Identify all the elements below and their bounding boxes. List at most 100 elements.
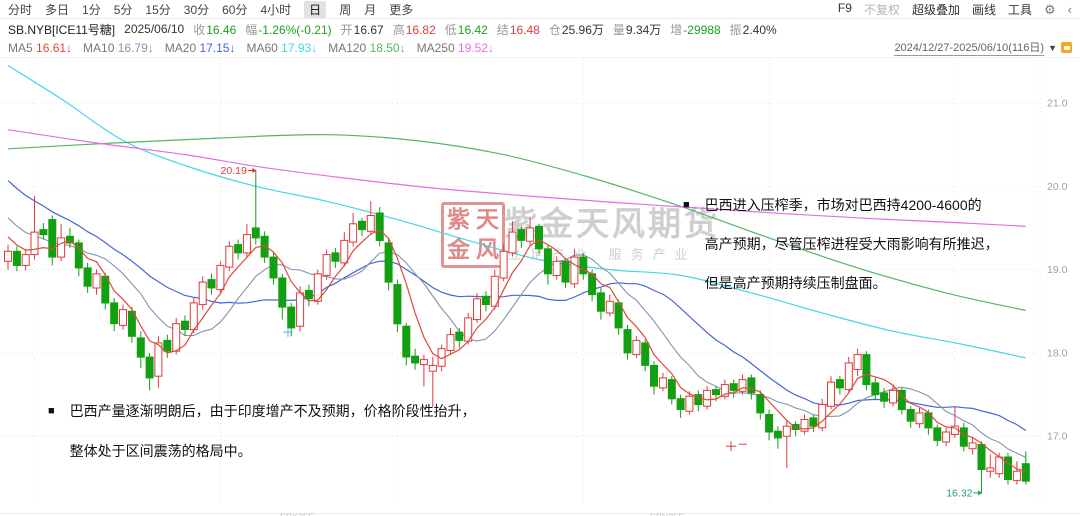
field-label: 低 [444,22,457,37]
candle-body [21,254,30,266]
candle-body [234,244,243,254]
ma-line-MA120 [7,134,1026,311]
tool-画线[interactable]: 画线 [971,3,996,17]
tab-30分[interactable]: 30分 [183,3,210,17]
candle-body [543,248,552,275]
candle-body [375,212,384,241]
annotation-right-lines: 巴西进入压榨季，市场对巴西持4200-4600的 高产预期，尽管压榨进程受大雨影响… [705,186,999,303]
candle-body [552,260,561,277]
tab-4小时[interactable]: 4小时 [260,3,292,17]
tool-不复权[interactable]: 不复权 [863,3,900,17]
candle-body [242,234,251,254]
gear-icon[interactable]: ⚙ [1044,1,1056,17]
tab-日[interactable]: 日 [304,1,327,18]
y-axis-label: 20.0 [1047,181,1068,193]
field-value: -1.26%(-0.21) [258,22,332,37]
candle-body [809,417,818,427]
tab-月[interactable]: 月 [364,3,377,17]
range-selector[interactable]: 2024/12/27-2025/06/10(116日) ▼ [894,39,1072,56]
tab-周[interactable]: 周 [339,3,352,17]
visible-date-range[interactable]: 2024/12/27-2025/06/10(116日) [894,39,1045,56]
ma-value: 17.15↓ [199,40,236,55]
candle-body [225,245,234,268]
ma-legend-MA120: MA120 18.50↓ [328,41,405,55]
candle-body [1021,463,1030,482]
candle-body [163,339,172,352]
field-开: 开16.67 [341,21,384,38]
candle-body [765,414,774,433]
price-chart-svg[interactable]: 21.0 20.0 19.0 18.0 17.0 20.19 16.32 SBK25E SBN2… [0,55,1080,516]
tab-多日[interactable]: 多日 [45,3,70,17]
field-仓: 仓25.96万 [549,21,604,38]
candle-body [703,389,712,407]
candle-body [871,382,880,396]
price-tag: 20.19 [221,165,247,177]
candle-body [782,425,791,437]
ma-value: 19.52↓ [457,40,494,55]
watermark-slogan-text: 立足产业 服务产业 [508,247,697,262]
ma-value: 16.61↓ [36,40,73,55]
contract-label: SBK25E [280,512,314,516]
candle-body [915,412,924,425]
field-高: 高16.82 [393,21,436,38]
tab-分时[interactable]: 分时 [8,3,33,17]
candle-body [517,229,526,241]
tab-60分[interactable]: 60分 [222,3,248,17]
annotation-line: 整体处于区间震荡的格局中。 [69,443,252,459]
candle-body [419,359,428,366]
field-value: 25.96万 [561,22,604,37]
candle-body [880,392,889,402]
tab-15分[interactable]: 15分 [145,3,171,17]
candle-body [667,379,676,400]
candle-body [738,379,747,392]
tool-超级叠加[interactable]: 超级叠加 [911,3,960,17]
candle-body [508,231,517,254]
header: 分时 多日 1分 5分 15分 30分 60分 4小时日周月更多 F9 不复权 超级叠加 画线 工具 … [0,0,1080,58]
collapse-chevron-icon[interactable]: ‹ [1067,2,1072,17]
field-label: 高 [392,22,405,37]
tool-F9[interactable]: F9 [837,1,852,15]
candle-body [685,395,694,412]
range-caret-icon[interactable]: ▼ [1048,42,1057,53]
candle-body [897,389,906,411]
tab-1分[interactable]: 1分 [82,3,101,17]
field-value: 9.34万 [625,22,662,37]
candle-body [623,329,632,354]
candle-body [198,281,207,306]
snapshot-icon[interactable] [1061,42,1072,53]
candlestick-chart[interactable]: 紫天金风 紫金天风期货 立足产业 服务产业 21.0 20.0 19.0 18.0 17… [0,55,1080,516]
candle-body [296,292,305,327]
ma-value: 18.50↓ [369,40,406,55]
candle-body [92,273,101,289]
field-value: 16.82 [405,22,436,37]
candle-body [48,219,57,258]
instrument-info-bar: SB.NYB[ICE11号糖] 2025/06/10 收16.46 幅-1.26%… [0,19,1080,38]
candle-body [322,254,331,276]
candle-body [535,225,543,250]
tab-5分[interactable]: 5分 [113,3,133,17]
field-幅: 幅-1.26%(-0.21) [245,21,331,38]
candle-body [455,331,464,341]
y-axis-label: 17.0 [1047,431,1068,443]
ma-legend-MA250: MA250 19.52↓ [417,41,494,55]
price-tag-arrowhead [978,490,983,496]
candle-body [251,227,260,239]
field-label: 仓 [548,22,561,37]
candle-body [145,356,154,379]
candle-body [278,277,287,308]
candle-body [30,231,39,256]
brand-seal-logo: 紫天金风 [441,202,505,268]
ma-legend: MA5 16.61↓ MA10 16.79↓ MA20 17.15↓ MA60 17.… [8,41,494,55]
candle-body [596,292,605,312]
tab-更多[interactable]: 更多 [389,3,414,17]
candle-body [694,394,703,406]
tool-工具[interactable]: 工具 [1007,3,1032,17]
annotation-line: 但是高产预期持续压制盘面。 [704,275,887,291]
candle-body [384,242,393,283]
candle-body [4,250,12,262]
ma-line-MA20 [7,180,1027,432]
candle-body [773,430,782,439]
candle-body [800,419,809,432]
candle-body [756,394,765,414]
candle-body [570,256,579,285]
